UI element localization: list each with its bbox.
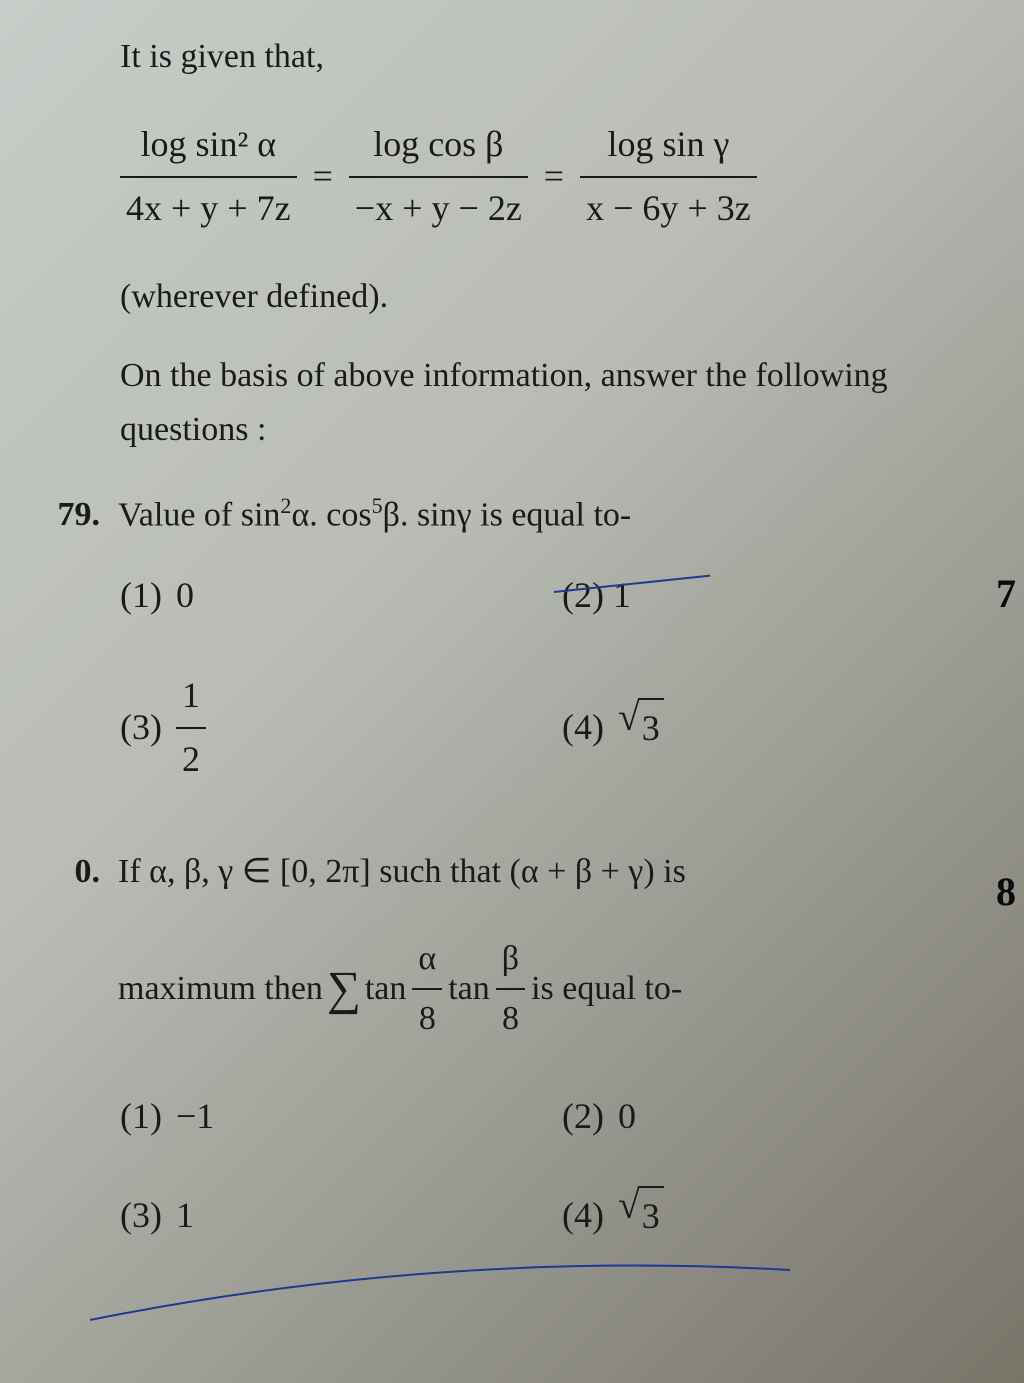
q80-line1: If α, β, γ ∈ [0, 2π] such that (α + β + … — [118, 845, 984, 899]
q80-option-4: (4) √3 — [562, 1186, 984, 1246]
question-80: 0. If α, β, γ ∈ [0, 2π] such that (α + β… — [20, 845, 984, 1048]
q79-option-2: (2) 1 — [562, 567, 984, 625]
frac1-num: log sin² α — [134, 114, 282, 176]
q79-option-3: (3) 1 2 — [120, 665, 542, 790]
frac1-den: 4x + y + 7z — [120, 178, 297, 240]
q80-option-2: (2) 0 — [562, 1088, 984, 1146]
lead-text: On the basis of above information, answe… — [120, 349, 970, 458]
given-equation: log sin² α 4x + y + 7z = log cos β −x + … — [120, 114, 984, 239]
fraction-1: log sin² α 4x + y + 7z — [120, 114, 297, 239]
q79-options: (1) 0 (2) 1 (3) 1 2 (4) √3 — [120, 567, 984, 790]
q80-options: (1) −1 (2) 0 (3) 1 (4) √3 — [120, 1088, 984, 1245]
frac3-den: x − 6y + 3z — [580, 178, 757, 240]
fraction-3: log sin γ x − 6y + 3z — [580, 114, 757, 239]
q79-number: 79. — [20, 488, 118, 542]
q79-option-4: (4) √3 — [562, 665, 984, 790]
intro-text: It is given that, — [120, 30, 984, 84]
q79-option-1: (1) 0 — [120, 567, 542, 625]
page-edge-8: 8 — [996, 868, 1016, 915]
wherever-defined: (wherever defined). — [120, 270, 984, 324]
q80-option-1: (1) −1 — [120, 1088, 542, 1146]
equals-2: = — [544, 148, 564, 206]
page-edge-7: 7 — [996, 570, 1016, 617]
frac2-num: log cos β — [367, 114, 509, 176]
equals-1: = — [313, 148, 333, 206]
frac3-num: log sin γ — [601, 114, 735, 176]
q80-text: If α, β, γ ∈ [0, 2π] such that (α + β + … — [118, 845, 984, 1048]
q80-option-3: (3) 1 — [120, 1186, 542, 1246]
q80-number: 0. — [20, 845, 118, 899]
sigma-icon: ∑ — [327, 951, 361, 1027]
fraction-2: log cos β −x + y − 2z — [349, 114, 528, 239]
question-79: 79. Value of sin2α. cos5β. sinγ is equal… — [20, 488, 984, 543]
q79-text: Value of sin2α. cos5β. sinγ is equal to- — [118, 488, 984, 543]
q80-line2: maximum then ∑ tan α 8 tan β 8 is equal … — [118, 930, 984, 1049]
frac2-den: −x + y − 2z — [349, 178, 528, 240]
